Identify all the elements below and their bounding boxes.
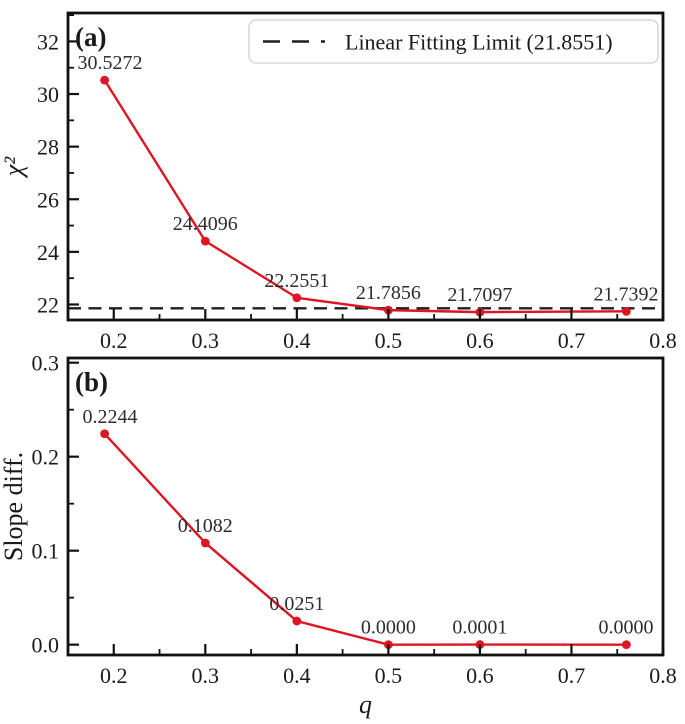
data-line bbox=[103, 78, 628, 314]
point-value-label: 21.7392 bbox=[594, 283, 659, 305]
x-tick-label: 0.7 bbox=[558, 328, 586, 353]
x-tick-label: 0.4 bbox=[283, 663, 311, 688]
y-tick-label: 24 bbox=[37, 240, 59, 265]
x-tick-label: 0.5 bbox=[375, 663, 403, 688]
y-tick-label: 0.3 bbox=[32, 351, 60, 376]
point-value-label: 0.0251 bbox=[269, 593, 324, 615]
y-tick-label: 26 bbox=[37, 187, 59, 212]
point-value-label: 21.7097 bbox=[447, 284, 512, 306]
y-tick-label: 0.1 bbox=[32, 539, 60, 564]
y-axis-label: χ² bbox=[0, 156, 28, 179]
panel-label: (b) bbox=[75, 367, 108, 397]
panel-border bbox=[66, 356, 665, 657]
data-point-marker bbox=[292, 293, 302, 303]
x-tick-label: 0.5 bbox=[375, 328, 403, 353]
y-tick-label: 30 bbox=[37, 82, 59, 107]
x-tick-label: 0.2 bbox=[100, 663, 128, 688]
y-tick-label: 0.0 bbox=[32, 633, 60, 658]
legend-box bbox=[248, 19, 659, 64]
point-value-label: 21.7856 bbox=[356, 282, 421, 304]
x-tick-label: 0.4 bbox=[283, 328, 311, 353]
point-value-label: 0.0001 bbox=[452, 617, 507, 639]
point-value-label: 30.5272 bbox=[78, 52, 143, 74]
x-tick-label: 0.6 bbox=[466, 663, 494, 688]
panel-label: (a) bbox=[75, 22, 106, 52]
x-tick-label: 0.3 bbox=[192, 663, 220, 688]
y-tick-label: 0.2 bbox=[32, 445, 60, 470]
x-tick-label: 0.8 bbox=[649, 663, 677, 688]
x-tick-label: 0.6 bbox=[466, 328, 494, 353]
point-value-label: 0.0000 bbox=[599, 617, 654, 639]
data-point-marker bbox=[621, 640, 631, 650]
legend-label: Linear Fitting Limit (21.8551) bbox=[345, 30, 613, 55]
point-value-label: 0.2244 bbox=[83, 406, 138, 428]
y-tick-label: 22 bbox=[37, 292, 59, 317]
data-point-marker bbox=[200, 236, 210, 246]
data-point-marker bbox=[621, 306, 631, 316]
data-point-marker bbox=[292, 616, 302, 626]
data-point-marker bbox=[200, 538, 210, 548]
point-value-label: 24.4096 bbox=[173, 213, 238, 235]
panel-border bbox=[66, 11, 665, 322]
x-tick-label: 0.3 bbox=[192, 328, 220, 353]
x-axis-label: q bbox=[359, 690, 372, 719]
x-tick-label: 0.7 bbox=[558, 663, 586, 688]
y-axis-label: Slope diff. bbox=[0, 452, 28, 561]
point-value-label: 0.1082 bbox=[178, 515, 233, 537]
data-point-marker bbox=[100, 429, 110, 439]
data-line bbox=[103, 432, 628, 646]
point-value-label: 0.0000 bbox=[361, 617, 416, 639]
y-tick-label: 32 bbox=[37, 29, 59, 54]
point-value-label: 22.2551 bbox=[264, 270, 329, 292]
x-tick-label: 0.2 bbox=[100, 328, 128, 353]
data-point-marker bbox=[100, 75, 110, 85]
y-tick-label: 28 bbox=[37, 135, 59, 160]
x-tick-label: 0.8 bbox=[649, 328, 677, 353]
